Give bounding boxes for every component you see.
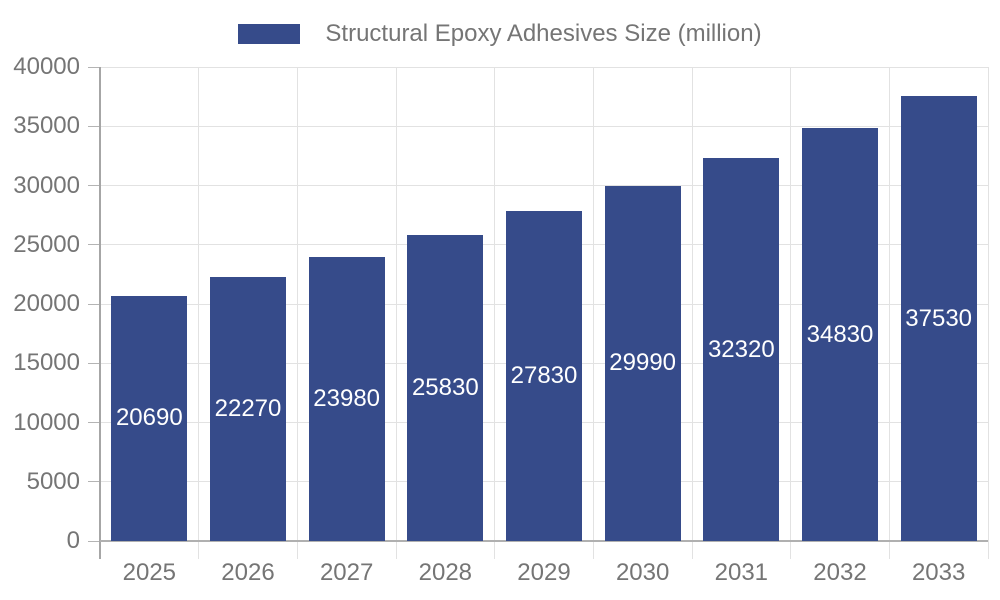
bar-value-label: 29990	[609, 349, 677, 377]
bar-2029[interactable]: 27830	[506, 211, 582, 541]
bar-value-label: 23980	[313, 384, 381, 412]
bar-2030[interactable]: 29990	[604, 185, 681, 541]
y-axis-label: 30000	[13, 171, 80, 199]
y-axis-label: 25000	[13, 230, 80, 258]
y-axis-tick	[88, 481, 100, 483]
bar-value-label: 22270	[214, 395, 282, 423]
bar-value-label: 37530	[905, 304, 973, 332]
y-axis-label: 10000	[13, 408, 80, 436]
x-gridline	[888, 67, 890, 559]
y-axis-label: 15000	[13, 349, 80, 377]
x-gridline	[198, 67, 200, 559]
x-gridline	[790, 67, 792, 559]
y-axis-tick	[88, 303, 100, 305]
y-axis-label: 5000	[26, 467, 80, 495]
bar-value-label: 25830	[411, 373, 479, 401]
x-axis-label-2030: 2030	[615, 559, 670, 586]
bar-2032[interactable]: 34830	[802, 128, 878, 541]
legend[interactable]: Structural Epoxy Adhesives Size (million…	[0, 20, 1000, 48]
y-axis-label: 0	[66, 527, 80, 554]
x-axis-label-2028: 2028	[418, 559, 473, 586]
y-gridline	[100, 125, 988, 127]
x-gridline	[395, 67, 397, 559]
bar-2027[interactable]: 23980	[308, 256, 385, 541]
x-axis-label-2031: 2031	[714, 559, 769, 586]
legend-label: Structural Epoxy Adhesives Size (million…	[325, 20, 762, 47]
bar-2025[interactable]: 20690	[111, 295, 188, 541]
x-gridline	[99, 67, 101, 559]
bar-2033[interactable]: 37530	[900, 96, 977, 541]
y-axis-label: 40000	[13, 53, 80, 80]
bar-value-label: 32320	[707, 335, 775, 363]
y-axis-tick	[88, 66, 100, 68]
y-axis-tick	[88, 422, 100, 423]
x-axis-label-2025: 2025	[122, 559, 177, 586]
x-gridline	[987, 67, 989, 559]
x-axis-label-2026: 2026	[221, 559, 275, 586]
x-gridline	[691, 67, 693, 559]
y-axis-tick	[88, 362, 100, 364]
bar-value-label: 34830	[806, 320, 874, 348]
x-gridline	[296, 67, 298, 559]
bar-2031[interactable]: 32320	[703, 158, 780, 541]
bar-2028[interactable]: 25830	[407, 234, 484, 541]
x-axis-label-2027: 2027	[319, 559, 374, 586]
x-axis-label-2029: 2029	[517, 559, 571, 586]
y-gridline	[100, 66, 988, 68]
y-axis-tick	[88, 125, 100, 127]
x-gridline	[494, 67, 496, 559]
y-axis-tick	[88, 540, 100, 542]
legend-swatch	[238, 24, 301, 44]
bar-2026[interactable]: 22270	[210, 277, 286, 541]
x-gridline	[592, 67, 594, 559]
y-axis-tick	[88, 244, 100, 246]
bar-value-label: 20690	[115, 404, 183, 432]
x-axis-label-2032: 2032	[813, 559, 867, 586]
bar-value-label: 27830	[510, 362, 578, 390]
y-axis-tick	[88, 185, 100, 186]
x-axis-label-2033: 2033	[911, 559, 966, 586]
y-axis-label: 35000	[13, 112, 80, 140]
plot-area: 0 5000 10000 15000 20000 25000 30000 35000 40000…	[13, 54, 989, 586]
y-axis-label: 20000	[13, 290, 80, 317]
y-axis-line	[99, 67, 101, 559]
